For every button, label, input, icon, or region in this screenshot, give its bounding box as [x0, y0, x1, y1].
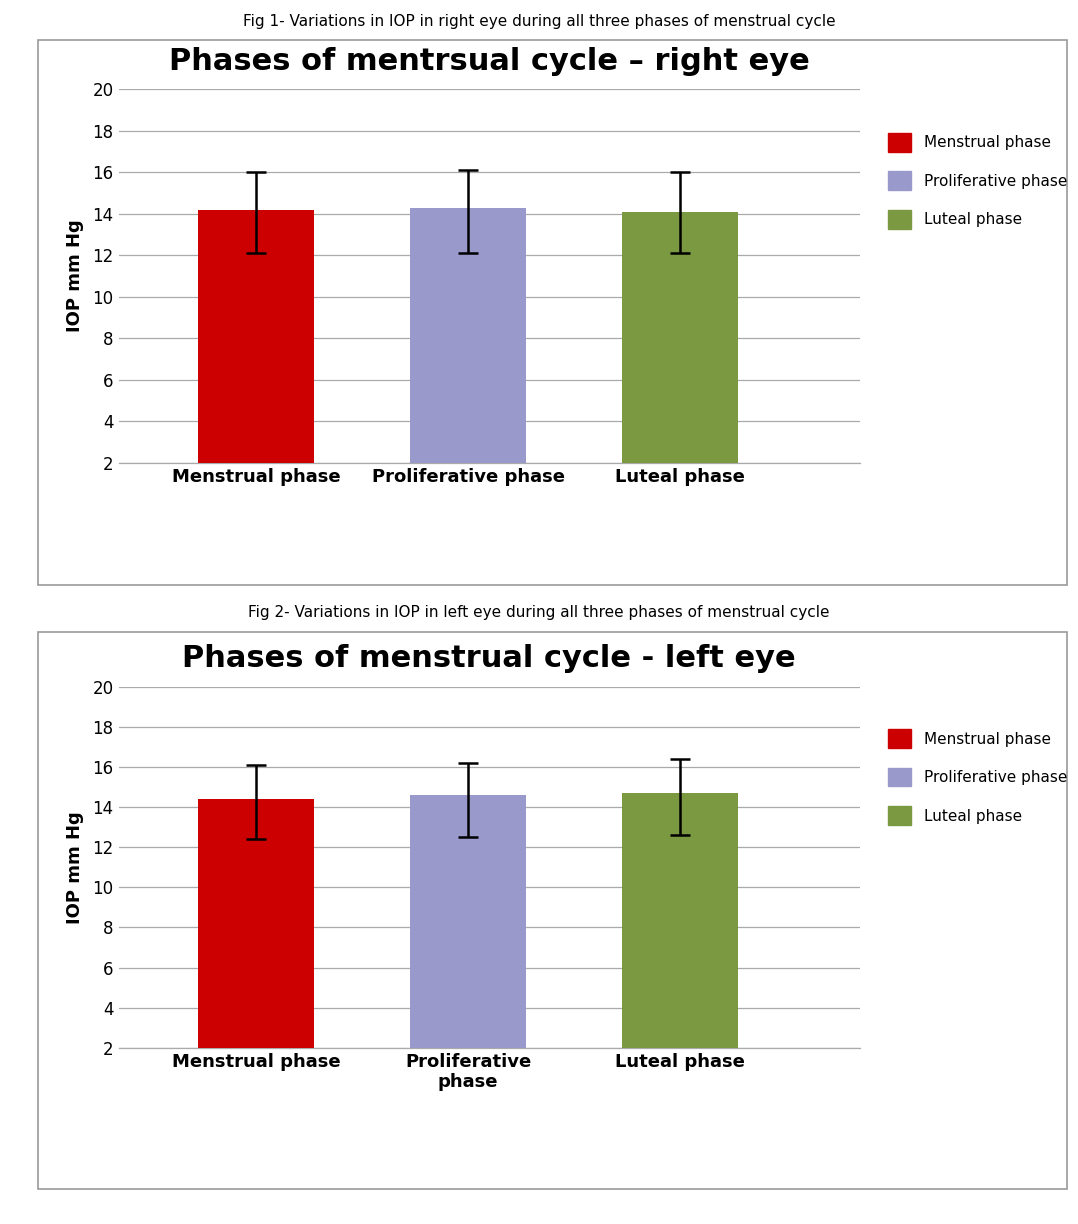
Title: Phases of mentrsual cycle – right eye: Phases of mentrsual cycle – right eye	[169, 47, 810, 76]
Bar	[410, 208, 526, 504]
Legend: Menstrual phase, Proliferative phase, Luteal phase: Menstrual phase, Proliferative phase, Lu…	[882, 127, 1073, 235]
Y-axis label: IOP mm Hg: IOP mm Hg	[66, 810, 84, 924]
Legend: Menstrual phase, Proliferative phase, Luteal phase: Menstrual phase, Proliferative phase, Lu…	[882, 723, 1073, 831]
Y-axis label: IOP mm Hg: IOP mm Hg	[66, 219, 84, 333]
Bar	[622, 793, 738, 1088]
Text: Fig 2- Variations in IOP in left eye during all three phases of menstrual cycle: Fig 2- Variations in IOP in left eye dur…	[248, 605, 830, 621]
Title: Phases of menstrual cycle - left eye: Phases of menstrual cycle - left eye	[182, 644, 796, 673]
Bar	[410, 796, 526, 1088]
Bar	[198, 799, 315, 1088]
Bar	[622, 212, 738, 504]
Text: Fig 1- Variations in IOP in right eye during all three phases of menstrual cycle: Fig 1- Variations in IOP in right eye du…	[243, 13, 835, 29]
Bar	[198, 209, 315, 504]
